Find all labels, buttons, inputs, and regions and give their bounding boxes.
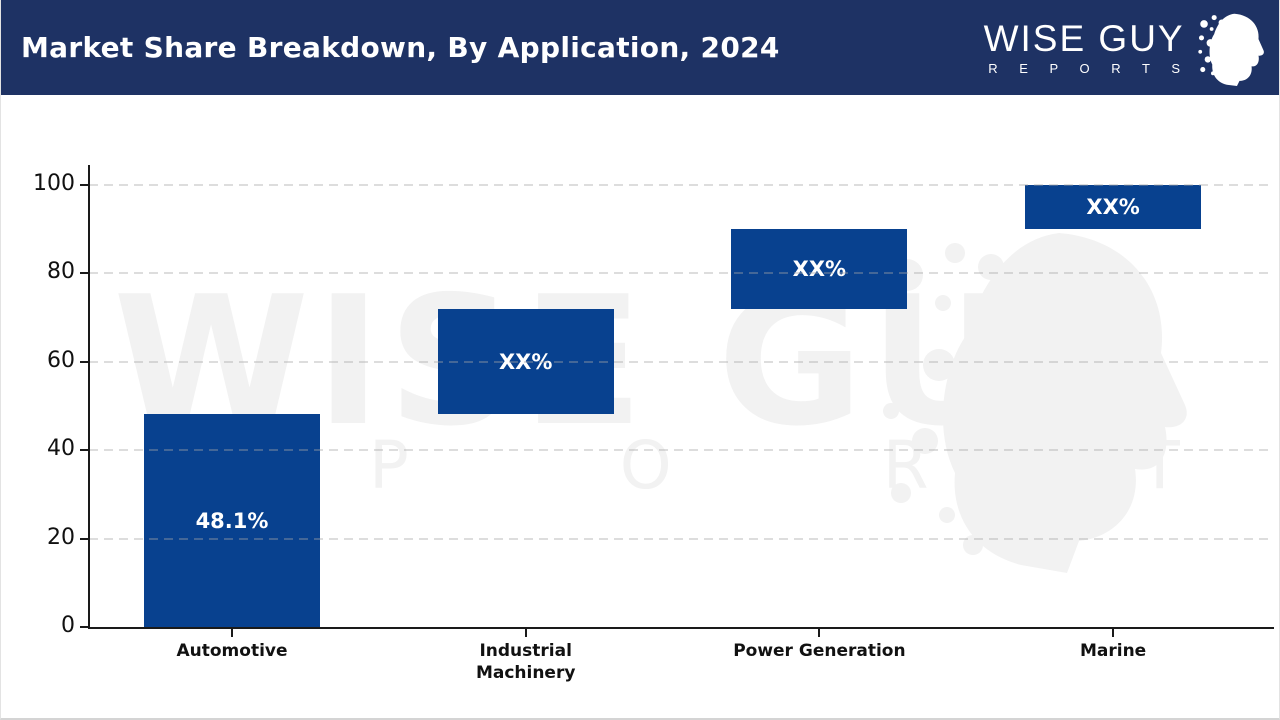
bar-industrial-machinery: XX% [437,308,614,415]
y-axis-line [88,165,90,629]
chart-area: WISE GUY P O R T S 02040608010048.1%Auto… [1,95,1279,718]
y-tick-label-40: 40 [47,436,75,462]
bar-value-label: XX% [1086,195,1140,220]
gridline-60 [89,360,1274,363]
y-tick-40 [80,449,89,452]
x-tick-2 [818,629,821,637]
x-tick-3 [1112,629,1115,637]
y-tick-label-0: 0 [61,613,75,638]
header-bar: Market Share Breakdown, By Application, … [1,0,1279,95]
x-axis-line [88,627,1274,629]
y-tick-label-20: 20 [47,524,75,550]
x-category-label-0: Automotive [176,641,288,661]
gridline-20 [89,537,1274,540]
gridline-80 [89,272,1274,275]
x-category-label-3: Marine [1079,641,1147,661]
logo-wordmark: WISE GUY R E P O R T S [979,20,1189,76]
y-tick-label-100: 100 [33,171,75,196]
watermark-face-icon [883,233,1187,573]
x-tick-1 [524,629,527,637]
bar-power-generation: XX% [731,229,908,309]
wise-guy-logo: WISE GUY R E P O R T S [979,10,1265,86]
y-tick-60 [80,360,89,363]
x-category-label-2: Power Generation [733,641,906,661]
bar-value-label: XX% [498,349,553,374]
gridline-100 [89,184,1274,186]
bar-marine: XX% [1025,185,1202,230]
y-tick-0 [80,626,89,628]
bar-value-label: XX% [792,256,847,281]
y-tick-label-60: 60 [47,347,75,373]
logo-text-line2: R E P O R T S [988,60,1189,76]
bar-automotive: 48.1% [144,414,320,627]
x-tick-0 [231,629,233,637]
chart-title: Market Share Breakdown, By Application, … [21,31,780,64]
y-tick-80 [80,272,89,275]
logo-text-line1: WISE GUY [983,17,1185,59]
x-category-label-1: Industrial Machinery [475,641,576,684]
y-tick-100 [80,184,89,186]
bar-value-label: 48.1% [195,508,269,533]
y-tick-label-80: 80 [47,259,75,285]
dotted-face-icon [1198,13,1264,86]
y-tick-20 [80,537,89,540]
gridline-40 [89,449,1274,452]
